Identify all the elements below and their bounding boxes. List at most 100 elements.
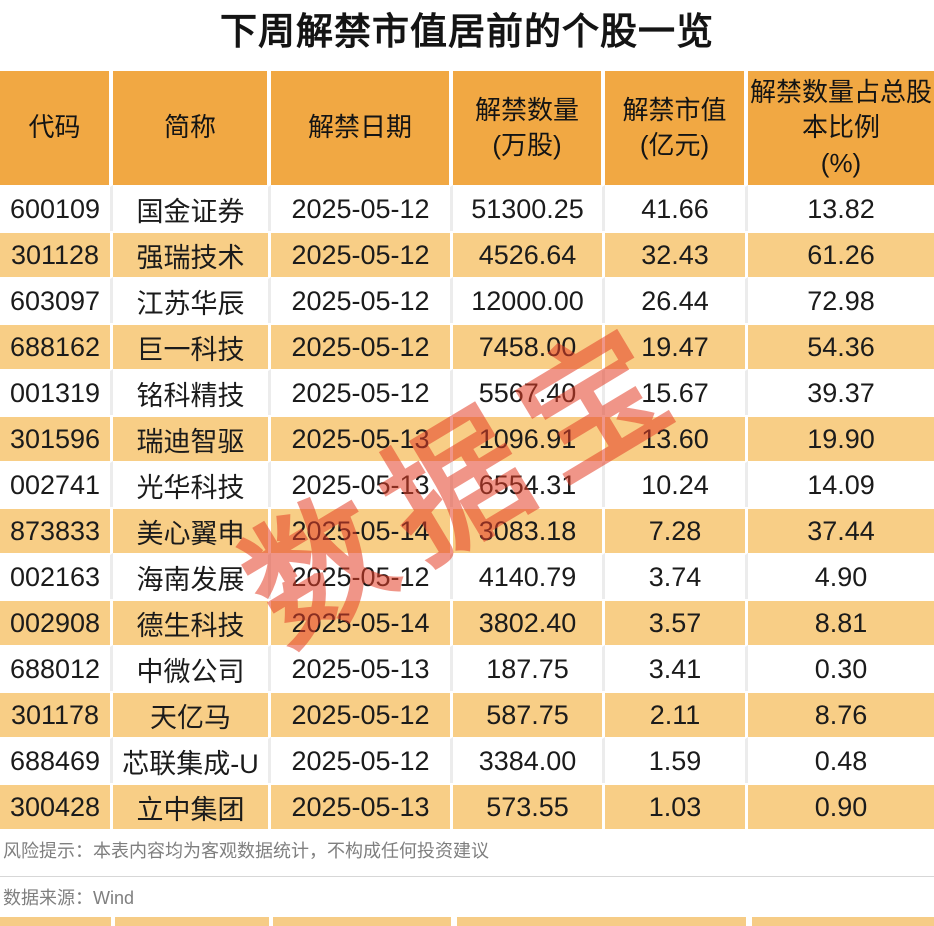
truncated-cell (115, 917, 269, 926)
cell-mcap: 1.59 (605, 737, 748, 783)
cell-qty: 51300.25 (453, 185, 605, 231)
cell-date: 2025-05-14 (271, 599, 453, 645)
cell-code: 600109 (0, 185, 113, 231)
cell-qty: 3384.00 (453, 737, 605, 783)
truncated-cell (752, 917, 934, 926)
cell-mcap: 2.11 (605, 691, 748, 737)
cell-date: 2025-05-12 (271, 737, 453, 783)
cell-ratio: 19.90 (748, 415, 934, 461)
table-row: 301128 强瑞技术 2025-05-12 4526.64 32.43 61.26 (0, 231, 934, 277)
cell-qty: 573.55 (453, 783, 605, 829)
cell-mcap: 3.74 (605, 553, 748, 599)
cell-name: 强瑞技术 (113, 231, 271, 277)
cell-name: 芯联集成-U (113, 737, 271, 783)
column-header-qty: 解禁数量 (万股) (453, 71, 605, 185)
table-row: 600109 国金证券 2025-05-12 51300.25 41.66 13.82 (0, 185, 934, 231)
cell-code: 002741 (0, 461, 113, 507)
cell-name: 天亿马 (113, 691, 271, 737)
cell-code: 002163 (0, 553, 113, 599)
cell-mcap: 26.44 (605, 277, 748, 323)
cell-ratio: 37.44 (748, 507, 934, 553)
cell-date: 2025-05-12 (271, 369, 453, 415)
cell-qty: 4526.64 (453, 231, 605, 277)
cell-date: 2025-05-13 (271, 461, 453, 507)
cell-name: 江苏华辰 (113, 277, 271, 323)
cell-name: 德生科技 (113, 599, 271, 645)
table-row: 001319 铭科精技 2025-05-12 5567.40 15.67 39.37 (0, 369, 934, 415)
cell-date: 2025-05-14 (271, 507, 453, 553)
header-row: 代码 简称 解禁日期 解禁数量 (万股) 解禁市值 (亿元) 解禁数量占总股 本… (0, 71, 934, 185)
cell-date: 2025-05-13 (271, 645, 453, 691)
cell-qty: 4140.79 (453, 553, 605, 599)
cell-code: 603097 (0, 277, 113, 323)
cell-name: 瑞迪智驱 (113, 415, 271, 461)
cell-ratio: 39.37 (748, 369, 934, 415)
table-row: 002741 光华科技 2025-05-13 6554.31 10.24 14.09 (0, 461, 934, 507)
table-row: 688012 中微公司 2025-05-13 187.75 3.41 0.30 (0, 645, 934, 691)
cell-name: 海南发展 (113, 553, 271, 599)
column-header-date: 解禁日期 (271, 71, 453, 185)
data-source: 数据来源：Wind (3, 888, 135, 908)
cell-name: 美心翼申 (113, 507, 271, 553)
column-header-name: 简称 (113, 71, 271, 185)
cell-name: 巨一科技 (113, 323, 271, 369)
cell-name: 立中集团 (113, 783, 271, 829)
cell-ratio: 8.76 (748, 691, 934, 737)
cell-code: 001319 (0, 369, 113, 415)
table-row: 873833 美心翼申 2025-05-14 3083.18 7.28 37.44 (0, 507, 934, 553)
truncated-next-table-row (0, 917, 934, 926)
table-row: 301178 天亿马 2025-05-12 587.75 2.11 8.76 (0, 691, 934, 737)
footer-divider (0, 876, 934, 877)
cell-name: 国金证券 (113, 185, 271, 231)
cell-name: 铭科精技 (113, 369, 271, 415)
cell-mcap: 3.57 (605, 599, 748, 645)
cell-code: 301128 (0, 231, 113, 277)
table-row: 002908 德生科技 2025-05-14 3802.40 3.57 8.81 (0, 599, 934, 645)
cell-qty: 587.75 (453, 691, 605, 737)
cell-mcap: 19.47 (605, 323, 748, 369)
cell-date: 2025-05-12 (271, 231, 453, 277)
cell-ratio: 61.26 (748, 231, 934, 277)
cell-mcap: 3.41 (605, 645, 748, 691)
cell-mcap: 32.43 (605, 231, 748, 277)
truncated-cell (457, 917, 746, 926)
risk-note: 风险提示：本表内容均为客观数据统计，不构成任何投资建议 (3, 841, 489, 861)
cell-date: 2025-05-13 (271, 783, 453, 829)
cell-ratio: 14.09 (748, 461, 934, 507)
cell-qty: 12000.00 (453, 277, 605, 323)
cell-ratio: 72.98 (748, 277, 934, 323)
cell-qty: 5567.40 (453, 369, 605, 415)
cell-qty: 187.75 (453, 645, 605, 691)
cell-mcap: 7.28 (605, 507, 748, 553)
cell-date: 2025-05-13 (271, 415, 453, 461)
cell-date: 2025-05-12 (271, 553, 453, 599)
table-row: 688469 芯联集成-U 2025-05-12 3384.00 1.59 0.48 (0, 737, 934, 783)
cell-code: 688162 (0, 323, 113, 369)
unlock-stocks-table: 代码 简称 解禁日期 解禁数量 (万股) 解禁市值 (亿元) 解禁数量占总股 本… (0, 71, 934, 829)
page-title: 下周解禁市值居前的个股一览 (220, 11, 714, 52)
cell-code: 688012 (0, 645, 113, 691)
cell-ratio: 0.48 (748, 737, 934, 783)
table-row: 002163 海南发展 2025-05-12 4140.79 3.74 4.90 (0, 553, 934, 599)
cell-ratio: 0.90 (748, 783, 934, 829)
cell-date: 2025-05-12 (271, 691, 453, 737)
cell-ratio: 4.90 (748, 553, 934, 599)
cell-ratio: 0.30 (748, 645, 934, 691)
cell-mcap: 15.67 (605, 369, 748, 415)
cell-date: 2025-05-12 (271, 323, 453, 369)
cell-qty: 7458.00 (453, 323, 605, 369)
cell-qty: 3083.18 (453, 507, 605, 553)
cell-code: 688469 (0, 737, 113, 783)
table-row: 688162 巨一科技 2025-05-12 7458.00 19.47 54.36 (0, 323, 934, 369)
cell-code: 002908 (0, 599, 113, 645)
table-body: 600109 国金证券 2025-05-12 51300.25 41.66 13.82 30… (0, 185, 934, 829)
cell-ratio: 54.36 (748, 323, 934, 369)
cell-mcap: 10.24 (605, 461, 748, 507)
cell-date: 2025-05-12 (271, 277, 453, 323)
column-header-ratio: 解禁数量占总股 本比例 (%) (748, 71, 934, 185)
cell-mcap: 1.03 (605, 783, 748, 829)
truncated-cell (0, 917, 111, 926)
cell-code: 873833 (0, 507, 113, 553)
table-row: 300428 立中集团 2025-05-13 573.55 1.03 0.90 (0, 783, 934, 829)
cell-code: 301596 (0, 415, 113, 461)
